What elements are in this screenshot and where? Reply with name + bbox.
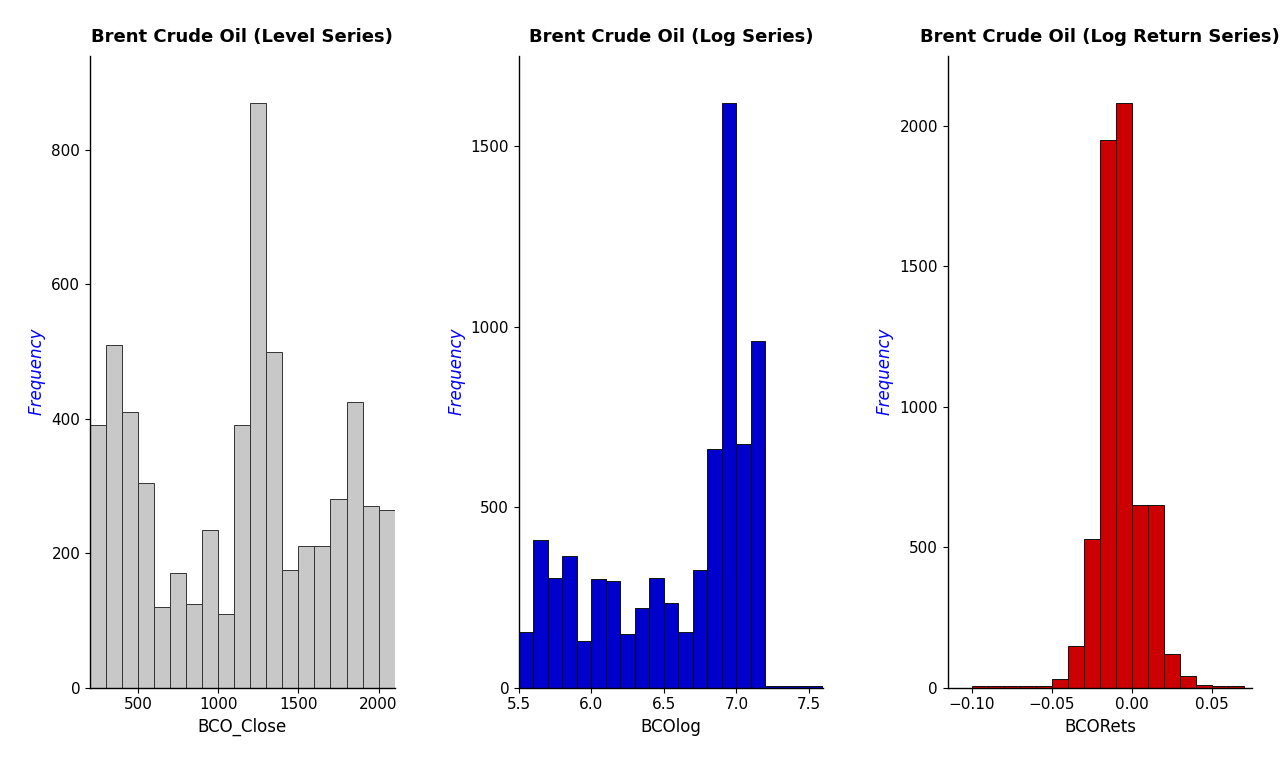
Bar	[1052, 679, 1068, 688]
Bar	[298, 546, 315, 688]
Bar	[251, 102, 266, 688]
Title: Brent Crude Oil (Log Series): Brent Crude Oil (Log Series)	[529, 28, 813, 46]
X-axis label: BCORets: BCORets	[1064, 718, 1135, 736]
Bar	[1116, 103, 1132, 688]
Bar	[1020, 686, 1036, 688]
Bar	[692, 570, 708, 688]
Bar	[795, 686, 809, 688]
Y-axis label: Frequency: Frequency	[876, 328, 893, 416]
Title: Brent Crude Oil (Log Return Series): Brent Crude Oil (Log Return Series)	[920, 28, 1280, 46]
Bar	[1100, 140, 1116, 688]
Bar	[534, 539, 548, 688]
X-axis label: BCO_Close: BCO_Close	[197, 718, 287, 736]
Bar	[518, 632, 534, 688]
Bar	[362, 506, 379, 688]
Bar	[1229, 686, 1244, 688]
Y-axis label: Frequency: Frequency	[447, 328, 465, 416]
Bar	[1068, 646, 1084, 688]
Bar	[751, 341, 765, 688]
Bar	[106, 345, 122, 688]
Bar	[736, 444, 751, 688]
Bar	[1132, 505, 1148, 688]
Bar	[562, 556, 577, 688]
Bar	[90, 426, 106, 688]
Bar	[1180, 676, 1196, 688]
X-axis label: BCOlog: BCOlog	[641, 718, 701, 736]
Bar	[347, 402, 362, 688]
Bar	[154, 607, 170, 688]
Bar	[722, 102, 736, 688]
Bar	[1164, 654, 1180, 688]
Bar	[219, 613, 234, 688]
Bar	[635, 608, 649, 688]
Bar	[664, 603, 678, 688]
Bar	[122, 412, 138, 688]
Bar	[972, 686, 988, 688]
Bar	[1036, 686, 1052, 688]
Bar	[708, 449, 722, 688]
Bar	[809, 686, 823, 688]
Bar	[621, 633, 635, 688]
Bar	[138, 483, 154, 688]
Bar	[1212, 686, 1229, 688]
Y-axis label: Frequency: Frequency	[28, 328, 46, 416]
Bar	[315, 546, 330, 688]
Bar	[649, 578, 664, 688]
Bar	[780, 686, 795, 688]
Bar	[330, 500, 347, 688]
Bar	[765, 686, 780, 688]
Bar	[548, 578, 562, 688]
Bar	[186, 604, 202, 688]
Bar	[577, 641, 591, 688]
Bar	[283, 570, 298, 688]
Bar	[202, 529, 219, 688]
Bar	[678, 632, 692, 688]
Bar	[170, 573, 186, 688]
Bar	[1084, 539, 1100, 688]
Bar	[605, 581, 621, 688]
Bar	[234, 426, 251, 688]
Bar	[988, 686, 1004, 688]
Bar	[1148, 505, 1164, 688]
Title: Brent Crude Oil (Level Series): Brent Crude Oil (Level Series)	[91, 28, 393, 46]
Bar	[266, 351, 283, 688]
Bar	[591, 579, 605, 688]
Bar	[1004, 686, 1020, 688]
Bar	[379, 510, 394, 688]
Bar	[1196, 685, 1212, 688]
